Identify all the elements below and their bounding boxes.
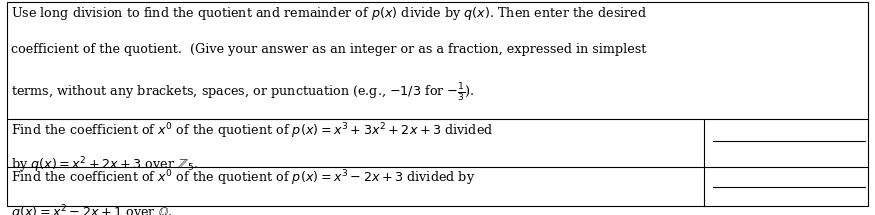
Text: terms, without any brackets, spaces, or punctuation (e.g., $-1/3$ for $-\frac{1}: terms, without any brackets, spaces, or … bbox=[11, 81, 475, 103]
Text: coefficient of the quotient.  (Give your answer as an integer or as a fraction, : coefficient of the quotient. (Give your … bbox=[11, 43, 647, 56]
Text: Find the coefficient of $x^0$ of the quotient of $p(x) = x^3+3x^2+2x+3$ divided: Find the coefficient of $x^0$ of the quo… bbox=[11, 121, 493, 141]
Text: Find the coefficient of $x^0$ of the quotient of $p(x) = x^3-2x+3$ divided by: Find the coefficient of $x^0$ of the quo… bbox=[11, 169, 476, 188]
Text: by $q(x) = x^2+2x+3$ over $\mathbb{Z}_5$.: by $q(x) = x^2+2x+3$ over $\mathbb{Z}_5$… bbox=[11, 156, 199, 175]
Text: Use long division to find the quotient and remainder of $p(x)$ divide by $q(x)$.: Use long division to find the quotient a… bbox=[11, 5, 648, 22]
Text: $q(x) = x^2-2x+1$ over $\mathbb{Q}$.: $q(x) = x^2-2x+1$ over $\mathbb{Q}$. bbox=[11, 203, 172, 215]
